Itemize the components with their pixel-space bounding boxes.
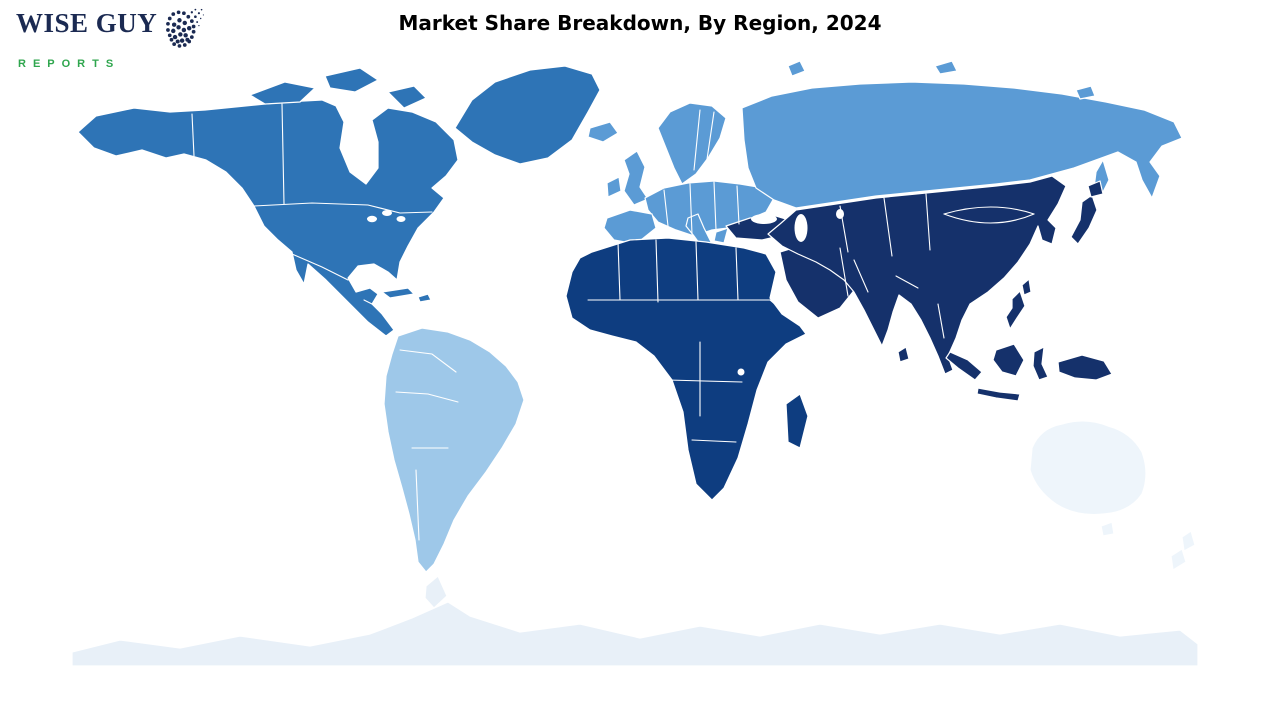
region-canadian-arctic-3 [387,85,427,109]
region-australia [1029,420,1147,516]
border-chile [415,469,420,541]
region-greenland [454,65,601,165]
region-antarctica [71,601,1199,667]
dotted-head-icon [166,8,205,48]
border-sa-north [399,349,457,373]
border-pakistan-india [853,259,869,293]
black-sea [751,214,777,224]
border-sa-brazil [395,391,459,403]
great-lake-west [367,215,377,223]
region-africa [565,237,807,501]
border-europe-3 [713,181,717,231]
lake-victoria [737,368,745,376]
great-lake-east [396,216,406,222]
region-russia [741,81,1183,209]
border-central-asia-2 [883,197,893,257]
country-borders-layer [191,103,1035,541]
region-russian-arctic-2 [1075,85,1096,100]
region-canadian-arctic-1 [249,81,316,105]
border-europe-4 [736,185,740,225]
logo-reports-label: REPORTS [18,58,121,70]
region-greece [713,227,729,244]
border-mongolia-north [943,206,1035,215]
border-africa-4 [735,247,739,301]
border-horn-of-africa [769,299,799,325]
great-lake-mid [382,210,392,216]
logo-wordmark: WISE GUY [16,8,158,38]
border-india-east [895,275,919,289]
chart-title: Market Share Breakdown, By Region, 2024 [398,11,882,35]
border-sweden-finland [705,111,715,167]
aral-sea [836,209,844,219]
region-russian-arctic-1 [934,60,958,75]
border-europe-1 [663,189,669,227]
region-hispaniola [417,293,432,303]
region-java [976,387,1021,402]
border-africa-south-2 [691,439,737,443]
caspian-sea [794,214,808,242]
lakes-and-seas-layer [367,209,844,376]
region-sumatra [945,351,983,381]
region-canadian-arctic-2 [324,67,379,93]
region-taiwan [1021,278,1032,296]
region-antarctic-peninsula [424,575,448,609]
border-us-mexico [291,253,349,281]
border-alaska-canada [191,113,195,157]
border-finland-russia [715,119,727,171]
region-new-zealand-north [1181,530,1196,552]
region-japan-honshu [1070,194,1098,245]
region-cuba [381,287,415,299]
continents-layer [71,60,1199,667]
region-united-kingdom [623,150,649,206]
region-japan-hokkaido [1087,180,1104,198]
region-scandinavia [657,102,727,185]
region-svalbard [787,60,806,77]
region-madagascar [785,393,809,449]
border-africa-3 [695,241,699,301]
region-tasmania [1100,521,1115,537]
wise-guy-reports-logo: WISE GUY REPORTS [16,8,206,70]
region-new-guinea [1057,354,1113,381]
region-philippines [1005,290,1026,330]
border-canada-internal [281,103,285,205]
border-us-canada [253,202,433,214]
region-south-america [383,327,525,573]
border-central-asia-1 [839,205,849,253]
region-ireland [606,176,622,198]
border-europe-2 [689,183,693,235]
border-central-america [363,299,381,309]
border-africa-south-1 [667,379,743,383]
region-borneo [992,343,1025,377]
border-arabia-internal [839,247,849,297]
region-iceland [587,121,619,143]
region-sulawesi [1032,346,1049,381]
border-central-asia-3 [925,193,931,251]
border-africa-1 [617,241,621,301]
border-indochina [937,303,945,339]
region-new-zealand-south [1170,548,1187,571]
border-norway-sweden [693,109,701,171]
region-iberia [603,209,657,245]
region-sri-lanka [897,346,910,363]
region-north-america-mainland [77,99,459,337]
border-africa-2 [655,239,659,303]
border-mongolia-south [943,213,1035,224]
